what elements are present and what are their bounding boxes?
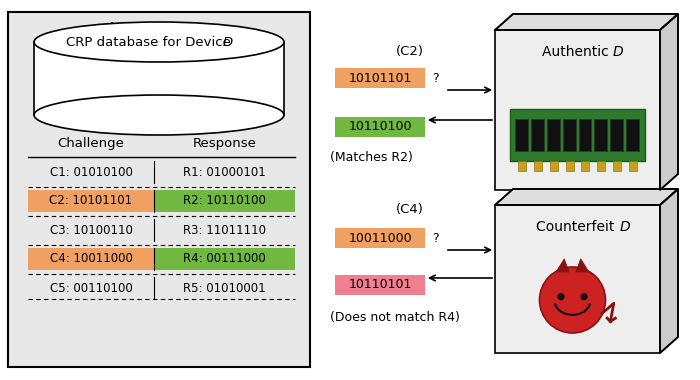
Text: R1: 01000101: R1: 01000101 [183, 166, 266, 179]
Text: R4: 00111000: R4: 00111000 [183, 252, 266, 266]
Text: CRP database for Device: CRP database for Device [66, 35, 236, 49]
Text: C5: 00110100: C5: 00110100 [50, 282, 132, 294]
Circle shape [557, 293, 565, 300]
Polygon shape [495, 189, 678, 205]
Circle shape [580, 293, 588, 300]
Bar [594, 119, 608, 151]
Text: D: D [620, 220, 630, 234]
Bar [597, 161, 606, 171]
Bar [154, 190, 295, 212]
Ellipse shape [34, 22, 284, 62]
Text: ?: ? [432, 71, 438, 84]
Bar [515, 119, 528, 151]
Text: (Does not match R4): (Does not match R4) [330, 312, 460, 325]
Text: 10011000: 10011000 [348, 231, 412, 244]
Bar [629, 161, 637, 171]
Text: R2: 10110100: R2: 10110100 [183, 195, 266, 207]
Bar [28, 190, 154, 212]
Polygon shape [660, 14, 678, 190]
Text: C1: 01010100: C1: 01010100 [50, 166, 132, 179]
Bar [495, 205, 660, 353]
Text: 10110101: 10110101 [349, 279, 412, 291]
Text: R3: 11011110: R3: 11011110 [183, 223, 266, 236]
Text: C3: 10100110: C3: 10100110 [50, 223, 132, 236]
Bar [550, 161, 558, 171]
Circle shape [540, 267, 606, 333]
Bar [495, 30, 660, 190]
Bar [547, 119, 559, 151]
Text: 10110100: 10110100 [349, 120, 412, 133]
Bar [335, 275, 425, 295]
Bar [34, 42, 284, 115]
Text: C4: 10011000: C4: 10011000 [50, 252, 132, 266]
Text: Authentic: Authentic [542, 45, 613, 59]
Bar [518, 161, 526, 171]
Text: ?: ? [432, 231, 438, 244]
Text: Response: Response [193, 136, 256, 149]
Text: 10101101: 10101101 [349, 71, 412, 84]
Text: Challenge: Challenge [57, 136, 125, 149]
Bar [335, 228, 425, 248]
Text: Authenticator: Authenticator [106, 22, 211, 38]
Text: Counterfeit: Counterfeit [536, 220, 619, 234]
Polygon shape [660, 189, 678, 353]
Bar [566, 161, 573, 171]
Bar [582, 161, 589, 171]
Bar [154, 248, 295, 270]
Bar [610, 119, 623, 151]
Bar [335, 68, 425, 88]
Bar [563, 119, 575, 151]
Text: R5: 01010001: R5: 01010001 [183, 282, 266, 294]
Text: D: D [612, 45, 623, 59]
Bar [626, 119, 639, 151]
Bar [28, 248, 154, 270]
Text: C2: 10101101: C2: 10101101 [50, 195, 132, 207]
Polygon shape [576, 259, 589, 272]
Bar [8, 12, 310, 367]
Text: D: D [223, 35, 233, 49]
Polygon shape [495, 14, 678, 30]
Text: (C4): (C4) [396, 204, 424, 217]
Bar [578, 119, 592, 151]
Bar [531, 119, 544, 151]
Bar [335, 117, 425, 137]
Polygon shape [556, 259, 569, 272]
Text: (C2): (C2) [396, 46, 424, 59]
Bar [613, 161, 621, 171]
Text: (Matches R2): (Matches R2) [330, 152, 413, 165]
Ellipse shape [34, 95, 284, 135]
Bar [510, 109, 645, 161]
Bar [534, 161, 542, 171]
